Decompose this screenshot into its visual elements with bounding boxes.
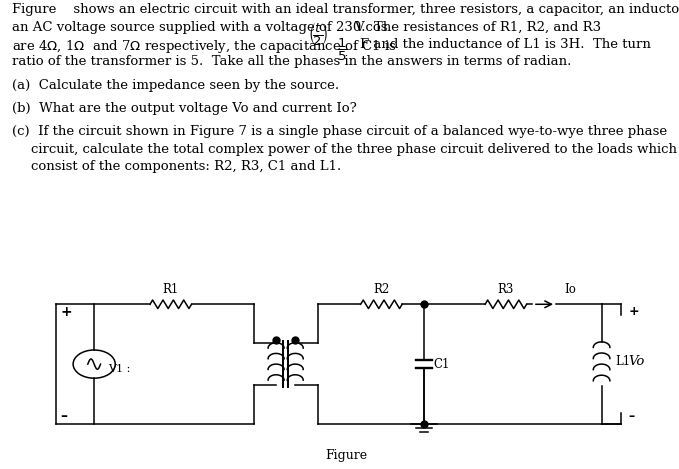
Text: (c)  If the circuit shown in Figure 7 is a single phase circuit of a balanced wy: (c) If the circuit shown in Figure 7 is … (12, 125, 667, 138)
Text: L1: L1 (616, 356, 631, 369)
Text: Vo: Vo (628, 356, 645, 369)
Text: Figure    shows an electric circuit with an ideal transformer, three resistors, : Figure shows an electric circuit with an… (12, 3, 679, 16)
Text: Io: Io (564, 283, 576, 296)
Text: consist of the components: R2, R3, C1 and L1.: consist of the components: R2, R3, C1 an… (31, 160, 342, 173)
Text: +: + (60, 305, 72, 319)
Text: –: – (628, 410, 635, 423)
Text: ratio of the transformer is 5.  Take all the phases in the answers in terms of r: ratio of the transformer is 5. Take all … (12, 55, 572, 68)
Text: $\dfrac{1}{5}$: $\dfrac{1}{5}$ (337, 37, 348, 63)
Text: $\left(\!\dfrac{t}{2}\!\right)$: $\left(\!\dfrac{t}{2}\!\right)$ (308, 21, 329, 48)
Text: V.  The resistances of R1, R2, and R3: V. The resistances of R1, R2, and R3 (354, 21, 602, 34)
Text: +: + (628, 305, 639, 318)
Text: F and the inductance of L1 is 3H.  The turn: F and the inductance of L1 is 3H. The tu… (360, 38, 650, 51)
Text: are 4$\Omega$, 1$\Omega$  and 7$\Omega$ respectively, the capacitance of C1 is: are 4$\Omega$, 1$\Omega$ and 7$\Omega$ r… (12, 38, 397, 55)
Text: R2: R2 (373, 283, 390, 296)
Text: V1 :: V1 : (108, 364, 130, 374)
Text: C1: C1 (434, 357, 450, 371)
Text: Figure: Figure (325, 449, 367, 462)
Text: (b)  What are the output voltage Vo and current Io?: (b) What are the output voltage Vo and c… (12, 102, 357, 115)
Text: (a)  Calculate the impedance seen by the source.: (a) Calculate the impedance seen by the … (12, 79, 339, 92)
Text: –: – (60, 409, 67, 423)
Text: R1: R1 (163, 283, 179, 296)
Text: circuit, calculate the total complex power of the three phase circuit delivered : circuit, calculate the total complex pow… (31, 143, 677, 156)
Text: an AC voltage source supplied with a voltage of 230 cos: an AC voltage source supplied with a vol… (12, 21, 388, 34)
Text: R3: R3 (498, 283, 514, 296)
